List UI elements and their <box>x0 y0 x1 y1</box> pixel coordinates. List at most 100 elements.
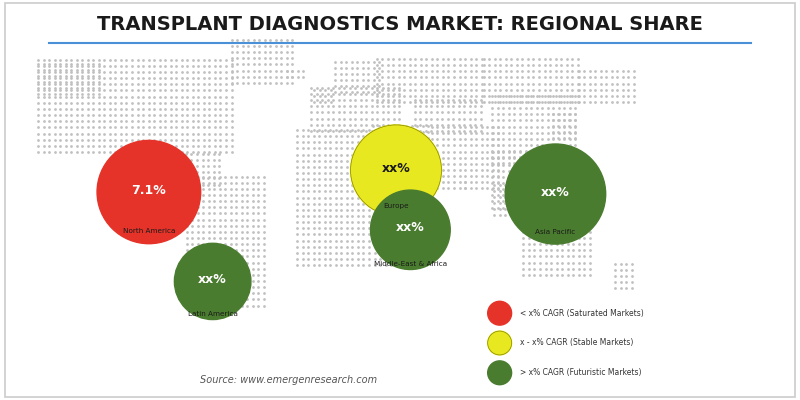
Point <box>390 231 403 238</box>
Point <box>180 216 193 223</box>
Point <box>225 259 238 266</box>
Point <box>98 118 110 124</box>
Point <box>528 247 541 254</box>
Point <box>453 185 466 192</box>
Point <box>93 63 106 69</box>
Point <box>469 109 482 116</box>
Point <box>214 222 226 229</box>
Point <box>517 259 530 266</box>
Point <box>360 85 373 91</box>
Point <box>475 93 488 99</box>
Point <box>400 141 413 148</box>
Point <box>241 296 254 302</box>
Point <box>219 63 232 69</box>
Point <box>324 170 337 176</box>
Point <box>396 213 409 219</box>
Point <box>528 161 541 167</box>
Point <box>192 56 205 63</box>
Ellipse shape <box>97 140 201 244</box>
Point <box>447 130 460 136</box>
Point <box>175 136 188 143</box>
Point <box>390 164 403 170</box>
Point <box>258 186 270 192</box>
Point <box>390 139 403 146</box>
Point <box>351 127 364 133</box>
Point <box>491 111 504 118</box>
Point <box>627 86 640 93</box>
Point <box>539 272 552 278</box>
Point <box>242 61 254 68</box>
Point <box>87 69 100 75</box>
Point <box>208 198 221 204</box>
Point <box>498 181 511 188</box>
Point <box>371 128 384 134</box>
Point <box>343 115 356 122</box>
Point <box>42 87 55 94</box>
Point <box>517 241 530 247</box>
Point <box>382 85 394 91</box>
Point <box>373 71 386 77</box>
Point <box>373 89 386 96</box>
Point <box>186 204 198 210</box>
Point <box>453 99 466 105</box>
Point <box>225 210 238 216</box>
Point <box>87 100 100 106</box>
Point <box>181 124 194 130</box>
Point <box>407 127 420 133</box>
Point <box>398 86 410 93</box>
Point <box>186 241 198 247</box>
Point <box>546 99 559 105</box>
Point <box>497 204 510 211</box>
Point <box>569 136 582 142</box>
Point <box>409 99 422 105</box>
Point <box>247 67 260 74</box>
Point <box>569 123 582 130</box>
Point <box>241 204 254 210</box>
Point <box>296 200 309 207</box>
Point <box>170 56 182 63</box>
Point <box>470 124 482 130</box>
Point <box>505 86 518 93</box>
Point <box>562 272 574 278</box>
Point <box>447 115 460 122</box>
Point <box>510 93 523 99</box>
Point <box>488 80 501 87</box>
Point <box>625 260 638 267</box>
Point <box>525 105 538 111</box>
Point <box>447 74 460 81</box>
Point <box>478 86 490 93</box>
Point <box>225 241 238 247</box>
Point <box>351 238 364 244</box>
Point <box>209 136 222 143</box>
Point <box>508 174 521 180</box>
Point <box>163 157 176 163</box>
Point <box>360 91 373 97</box>
Point <box>48 130 61 137</box>
Point <box>403 62 416 68</box>
Point <box>37 81 50 88</box>
Point <box>562 259 574 266</box>
Point <box>137 56 150 63</box>
Point <box>230 253 242 260</box>
Point <box>396 139 409 146</box>
Point <box>470 173 482 179</box>
Point <box>491 105 504 111</box>
Point <box>402 194 414 201</box>
Point <box>82 79 94 85</box>
Point <box>431 93 444 99</box>
Point <box>290 127 303 133</box>
Point <box>442 99 455 105</box>
Point <box>552 117 565 124</box>
Point <box>497 192 510 198</box>
Point <box>142 142 155 149</box>
Point <box>558 105 570 111</box>
Point <box>453 124 466 130</box>
Point <box>406 141 418 148</box>
Point <box>42 91 55 98</box>
Point <box>225 142 238 149</box>
Point <box>346 225 359 232</box>
Point <box>453 161 466 167</box>
Point <box>600 68 613 74</box>
Point <box>383 135 396 141</box>
Point <box>486 174 498 180</box>
